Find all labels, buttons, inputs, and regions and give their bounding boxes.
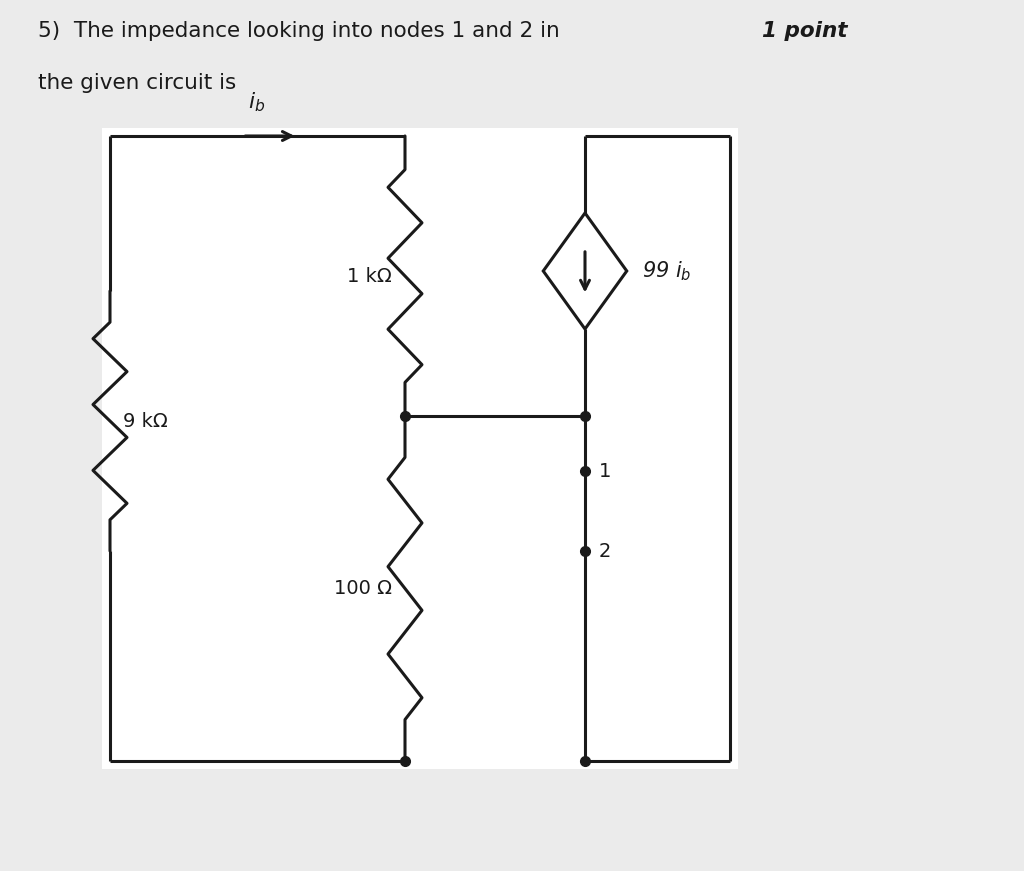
Text: 1 kΩ: 1 kΩ xyxy=(347,267,392,286)
Text: the given circuit is: the given circuit is xyxy=(38,73,237,93)
Text: $i_b$: $i_b$ xyxy=(248,91,265,114)
Text: 2: 2 xyxy=(599,542,611,561)
Text: 100 Ω: 100 Ω xyxy=(334,579,392,598)
Text: 1 point: 1 point xyxy=(762,21,848,41)
FancyBboxPatch shape xyxy=(102,128,738,769)
Text: 1: 1 xyxy=(599,462,611,481)
Text: 5)  The impedance looking into nodes 1 and 2 in: 5) The impedance looking into nodes 1 an… xyxy=(38,21,560,41)
Text: 9 kΩ: 9 kΩ xyxy=(123,411,168,430)
Text: 99 $i_b$: 99 $i_b$ xyxy=(642,260,691,283)
